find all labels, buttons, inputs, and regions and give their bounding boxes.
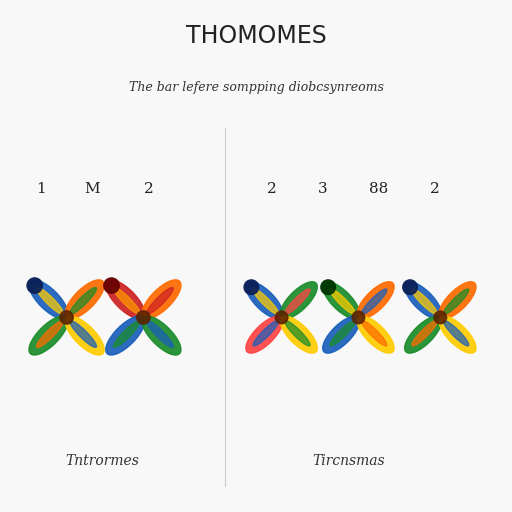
Ellipse shape [137,311,150,324]
Ellipse shape [439,316,476,353]
Ellipse shape [142,280,181,319]
Ellipse shape [113,321,140,348]
Text: THOMOMES: THOMOMES [186,24,326,48]
Ellipse shape [275,311,288,324]
Ellipse shape [253,289,279,314]
Text: Tircnsmas: Tircnsmas [312,454,385,468]
Ellipse shape [36,321,63,348]
Ellipse shape [443,289,469,314]
Ellipse shape [361,321,387,346]
Text: 3: 3 [318,182,327,197]
Ellipse shape [70,321,97,348]
Ellipse shape [403,280,417,294]
Ellipse shape [285,289,310,314]
Ellipse shape [29,316,68,355]
Ellipse shape [113,287,140,314]
Ellipse shape [361,289,387,314]
Ellipse shape [352,311,365,324]
Ellipse shape [29,280,68,319]
Ellipse shape [439,282,476,319]
Ellipse shape [330,289,355,314]
Ellipse shape [65,316,104,355]
Ellipse shape [60,311,73,324]
Ellipse shape [253,321,279,346]
Ellipse shape [280,316,317,353]
Ellipse shape [412,321,437,346]
Ellipse shape [36,287,63,314]
Text: The bar lefere sompping diobcsynreoms: The bar lefere sompping diobcsynreoms [129,80,383,94]
Ellipse shape [404,316,442,353]
Ellipse shape [65,280,104,319]
Ellipse shape [142,316,181,355]
Ellipse shape [357,316,394,353]
Ellipse shape [323,316,360,353]
Ellipse shape [285,321,310,346]
Ellipse shape [27,278,42,293]
Text: Tntrormes: Tntrormes [66,454,139,468]
Ellipse shape [147,321,174,348]
Ellipse shape [330,321,355,346]
Ellipse shape [412,289,437,314]
Ellipse shape [443,321,469,346]
Ellipse shape [434,311,446,324]
Ellipse shape [246,316,283,353]
Ellipse shape [244,280,259,294]
Ellipse shape [321,280,335,294]
Text: 2: 2 [430,182,440,197]
Ellipse shape [323,282,360,319]
Ellipse shape [104,278,119,293]
Text: 2: 2 [266,182,276,197]
Text: 2: 2 [143,182,154,197]
Ellipse shape [106,280,145,319]
Ellipse shape [147,287,174,314]
Ellipse shape [246,282,283,319]
Ellipse shape [357,282,394,319]
Text: M: M [84,182,100,197]
Ellipse shape [70,287,97,314]
Ellipse shape [106,316,145,355]
Ellipse shape [404,282,442,319]
Ellipse shape [280,282,317,319]
Text: 88: 88 [369,182,389,197]
Text: 1: 1 [36,182,46,197]
